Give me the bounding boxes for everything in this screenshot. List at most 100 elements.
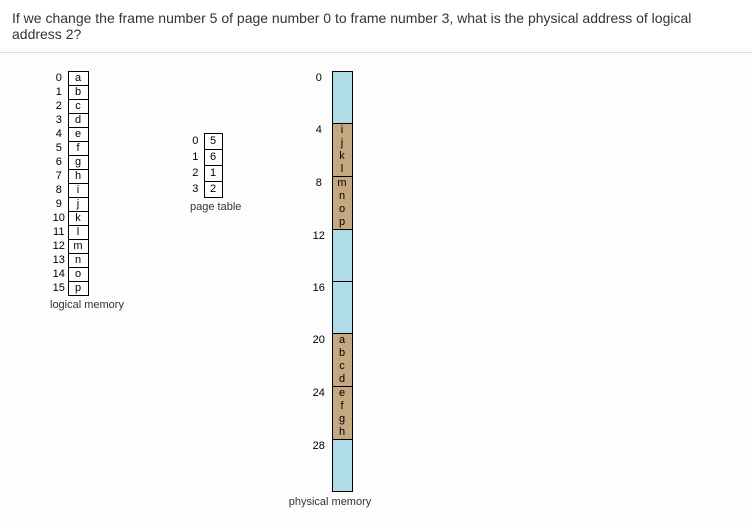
pm-cell: b <box>332 347 352 360</box>
pm-index <box>310 269 332 282</box>
logical-memory-table: 0a1b2c3d4e5f6g7h8i9j10k11l12m13n14o15p <box>50 71 89 296</box>
lm-index: 10 <box>50 212 68 226</box>
pm-index: 28 <box>310 440 332 453</box>
lm-index: 5 <box>50 142 68 156</box>
pm-cell <box>332 230 352 243</box>
lm-cell: c <box>68 100 88 114</box>
pm-cell <box>332 453 352 466</box>
lm-cell: f <box>68 142 88 156</box>
pt-index: 1 <box>190 150 204 166</box>
pm-cell: c <box>332 360 352 373</box>
lm-cell: o <box>68 268 88 282</box>
pt-index: 3 <box>190 182 204 198</box>
lm-cell: a <box>68 72 88 86</box>
lm-index: 11 <box>50 226 68 240</box>
pm-cell <box>332 308 352 321</box>
pt-cell: 2 <box>204 182 222 198</box>
lm-cell: m <box>68 240 88 254</box>
lm-cell: n <box>68 254 88 268</box>
pm-index <box>310 150 332 163</box>
pm-index: 16 <box>310 282 332 295</box>
pm-index: 20 <box>310 334 332 348</box>
pm-cell <box>332 479 352 492</box>
pm-cell <box>332 72 352 85</box>
pm-index <box>310 308 332 321</box>
pm-cell <box>332 321 352 334</box>
pm-index <box>310 203 332 216</box>
pm-index <box>310 466 332 479</box>
pm-cell: h <box>332 426 352 440</box>
lm-index: 14 <box>50 268 68 282</box>
lm-index: 13 <box>50 254 68 268</box>
lm-index: 1 <box>50 86 68 100</box>
lm-index: 4 <box>50 128 68 142</box>
pm-cell: d <box>332 373 352 387</box>
pm-index <box>310 321 332 334</box>
lm-cell: h <box>68 170 88 184</box>
pm-index <box>310 426 332 440</box>
pt-index: 2 <box>190 166 204 182</box>
lm-index: 12 <box>50 240 68 254</box>
pm-cell <box>332 282 352 295</box>
pm-cell: a <box>332 334 352 348</box>
pt-index: 0 <box>190 134 204 150</box>
pm-cell: k <box>332 150 352 163</box>
pm-index <box>310 216 332 230</box>
pt-cell: 1 <box>204 166 222 182</box>
pm-index <box>310 360 332 373</box>
pm-cell <box>332 466 352 479</box>
pm-cell: p <box>332 216 352 230</box>
lm-index: 3 <box>50 114 68 128</box>
lm-cell: g <box>68 156 88 170</box>
pm-cell <box>332 256 352 269</box>
pm-cell: o <box>332 203 352 216</box>
pm-index <box>310 85 332 98</box>
lm-index: 8 <box>50 184 68 198</box>
pm-index: 8 <box>310 177 332 191</box>
pt-cell: 5 <box>204 134 222 150</box>
pm-index <box>310 243 332 256</box>
pm-cell <box>332 85 352 98</box>
pm-cell: n <box>332 190 352 203</box>
lm-cell: p <box>68 282 88 296</box>
lm-cell: b <box>68 86 88 100</box>
pm-index: 24 <box>310 387 332 401</box>
lm-cell: j <box>68 198 88 212</box>
pm-cell <box>332 98 352 111</box>
lm-index: 0 <box>50 72 68 86</box>
pm-index <box>310 98 332 111</box>
physical-memory-caption: physical memory <box>280 496 380 508</box>
pm-cell: f <box>332 400 352 413</box>
pm-index: 4 <box>310 124 332 138</box>
pm-cell <box>332 269 352 282</box>
pm-index <box>310 190 332 203</box>
logical-memory-caption: logical memory <box>50 299 124 311</box>
pm-index <box>310 137 332 150</box>
pm-index <box>310 111 332 124</box>
question-text: If we change the frame number 5 of page … <box>0 0 752 53</box>
pm-index <box>310 163 332 177</box>
lm-index: 15 <box>50 282 68 296</box>
pm-index: 12 <box>310 230 332 243</box>
lm-index: 6 <box>50 156 68 170</box>
pm-index <box>310 479 332 492</box>
physical-memory-block: 04ijkl8mnop121620abcd24efgh28 physical m… <box>310 71 353 492</box>
pm-cell: j <box>332 137 352 150</box>
page-table-caption: page table <box>190 201 241 213</box>
lm-cell: d <box>68 114 88 128</box>
pm-cell: g <box>332 413 352 426</box>
logical-memory-block: 0a1b2c3d4e5f6g7h8i9j10k11l12m13n14o15p l… <box>50 71 124 311</box>
pm-cell <box>332 295 352 308</box>
pm-index <box>310 400 332 413</box>
pm-cell: l <box>332 163 352 177</box>
page-table-table: 05162132 <box>190 133 223 198</box>
pm-index <box>310 413 332 426</box>
lm-cell: i <box>68 184 88 198</box>
pm-index <box>310 347 332 360</box>
lm-cell: e <box>68 128 88 142</box>
pm-cell <box>332 243 352 256</box>
lm-index: 7 <box>50 170 68 184</box>
pt-cell: 6 <box>204 150 222 166</box>
lm-index: 2 <box>50 100 68 114</box>
pm-index <box>310 295 332 308</box>
